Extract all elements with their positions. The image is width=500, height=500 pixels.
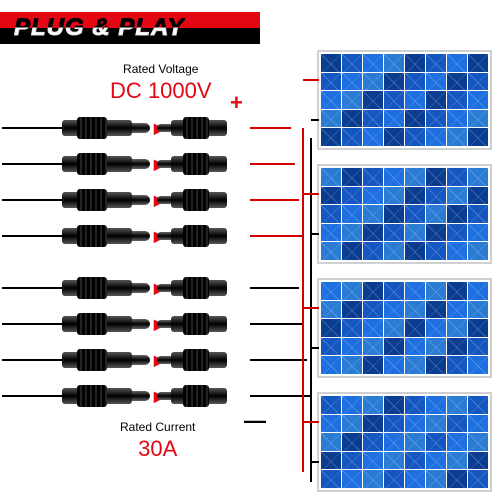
connector-male	[62, 280, 132, 296]
input-wire	[2, 163, 62, 165]
connector-male	[62, 352, 132, 368]
input-wire	[2, 127, 62, 129]
connector-group-positive: ▶▶▶▶	[2, 110, 252, 254]
connector-male	[62, 120, 132, 136]
connector-female	[171, 228, 227, 244]
connector-row: ▶	[2, 146, 252, 182]
connector-row: ▶	[2, 182, 252, 218]
input-wire	[2, 359, 62, 361]
input-wire	[2, 395, 62, 397]
connector-row: ▶	[2, 342, 252, 378]
connector-male	[62, 388, 132, 404]
input-wire	[2, 287, 62, 289]
voltage-label: Rated Voltage	[110, 62, 212, 76]
connector-row: ▶	[2, 270, 252, 306]
connector-male	[62, 228, 132, 244]
connector-female	[171, 388, 227, 404]
input-wire	[2, 235, 62, 237]
connector-male	[62, 316, 132, 332]
connector-female	[171, 120, 227, 136]
connector-male	[62, 156, 132, 172]
solar-panels	[317, 50, 492, 492]
solar-panel	[317, 392, 492, 492]
connector-male	[62, 192, 132, 208]
input-wire	[2, 323, 62, 325]
connector-female	[171, 192, 227, 208]
connector-female	[171, 280, 227, 296]
solar-panel	[317, 164, 492, 264]
current-value: 30A	[120, 436, 195, 462]
voltage-value: DC 1000V	[110, 78, 212, 104]
input-wire	[2, 199, 62, 201]
solar-panel	[317, 50, 492, 150]
title-text: PLUG & PLAY	[0, 14, 185, 42]
connector-row: ▶	[2, 218, 252, 254]
connector-row: ▶	[2, 110, 252, 146]
title-band: PLUG & PLAY	[0, 12, 260, 44]
connector-row: ▶	[2, 306, 252, 342]
current-label: Rated Current	[120, 420, 195, 434]
connector-female	[171, 352, 227, 368]
voltage-label-block: Rated Voltage DC 1000V	[110, 62, 212, 104]
current-label-block: Rated Current 30A	[120, 420, 195, 462]
solar-panel	[317, 278, 492, 378]
connector-row: ▶	[2, 378, 252, 414]
connector-female	[171, 156, 227, 172]
connector-group-negative: ▶▶▶▶	[2, 270, 252, 414]
connector-female	[171, 316, 227, 332]
